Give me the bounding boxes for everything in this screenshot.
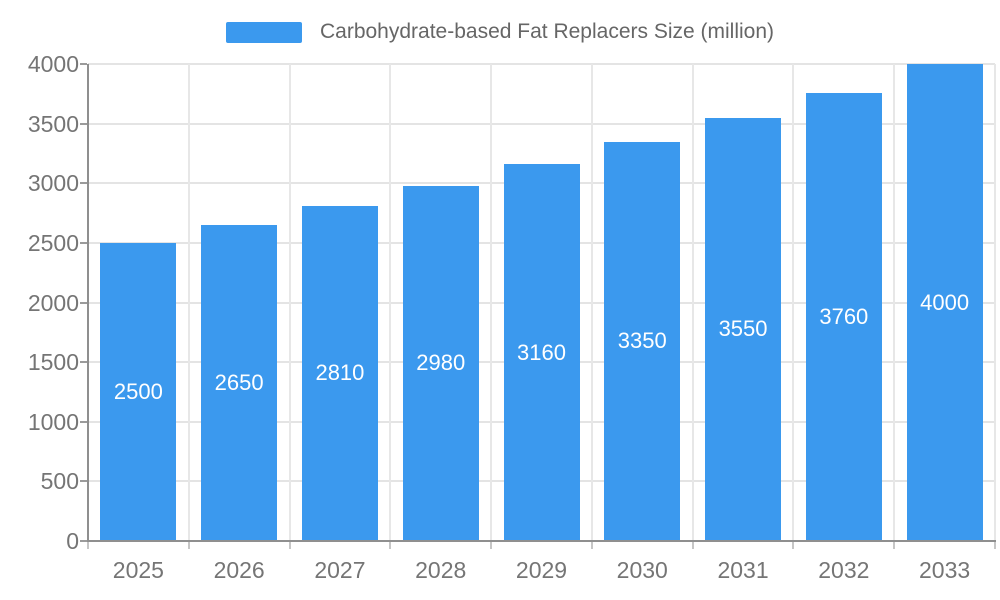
x-axis-tick — [288, 542, 291, 549]
x-gridline — [792, 64, 795, 541]
bar[interactable] — [503, 164, 580, 541]
x-gridline — [490, 64, 493, 541]
x-axis-tick-label: 2027 — [314, 557, 366, 583]
x-axis-tick-label: 2025 — [112, 557, 164, 583]
x-gridline — [994, 64, 996, 541]
y-axis-tick-label: 0 — [66, 528, 79, 554]
y-axis-tick-label: 3000 — [27, 170, 79, 197]
y-axis-tick-label: 3500 — [27, 110, 79, 137]
bar[interactable] — [301, 205, 378, 541]
x-axis-tick-label: 2028 — [415, 557, 467, 583]
x-axis-tick — [792, 542, 795, 549]
y-axis-tick — [80, 480, 87, 483]
x-axis-tick-label: 2029 — [515, 557, 568, 583]
bar[interactable] — [604, 141, 681, 541]
y-axis-tick — [80, 122, 87, 125]
y-axis-tick-label: 1500 — [27, 349, 79, 376]
x-axis-tick-label: 2031 — [717, 557, 769, 583]
y-axis-tick-label: 500 — [40, 468, 79, 495]
y-axis-tick — [80, 241, 87, 244]
x-gridline — [893, 64, 896, 541]
x-gridline — [590, 64, 593, 541]
x-axis-tick — [187, 542, 190, 549]
x-axis-tick-label: 2026 — [213, 557, 265, 583]
x-gridline — [691, 64, 694, 541]
y-axis-tick — [80, 182, 87, 185]
x-axis-tick — [893, 542, 896, 549]
y-gridline — [88, 63, 995, 65]
x-gridline — [389, 64, 392, 541]
x-axis-tick — [994, 542, 996, 549]
x-axis-tick — [87, 542, 89, 549]
x-axis-tick-label: 2030 — [616, 557, 668, 583]
y-axis-line — [87, 64, 89, 541]
bar[interactable] — [100, 242, 177, 541]
x-axis-line — [87, 540, 996, 542]
y-axis-tick — [80, 420, 87, 423]
bar[interactable] — [805, 92, 882, 541]
y-axis-tick-label: 1000 — [27, 408, 79, 435]
bar[interactable] — [705, 117, 782, 541]
x-gridline — [288, 64, 291, 541]
y-axis-tick — [80, 301, 87, 304]
legend-swatch-icon — [225, 21, 302, 43]
x-gridline — [187, 64, 190, 541]
plot-area: 2500 2650 2810 2980 3160 3350 3550 3760 4000 — [88, 63, 996, 541]
legend-label: Carbohydrate-based Fat Replacers Size (m… — [319, 20, 775, 43]
x-axis-tick-label: 2033 — [919, 557, 971, 583]
y-axis-tick-label: 2000 — [27, 289, 79, 316]
x-axis-tick — [590, 542, 593, 549]
y-gridline — [88, 122, 995, 125]
bar[interactable] — [906, 64, 983, 541]
x-axis-tick — [389, 542, 392, 549]
bar[interactable] — [402, 185, 479, 541]
legend[interactable]: Carbohydrate-based Fat Replacers Size (m… — [0, 20, 1000, 44]
y-axis-tick — [80, 540, 87, 542]
y-axis-tick — [80, 63, 87, 65]
y-axis-tick-label: 2500 — [27, 229, 79, 256]
bar[interactable] — [201, 225, 278, 541]
x-axis-tick-label: 2032 — [818, 557, 870, 583]
y-axis-tick — [80, 361, 87, 364]
y-axis-tick-label: 4000 — [27, 51, 79, 77]
x-axis-tick — [691, 542, 694, 549]
x-axis-tick — [490, 542, 493, 549]
